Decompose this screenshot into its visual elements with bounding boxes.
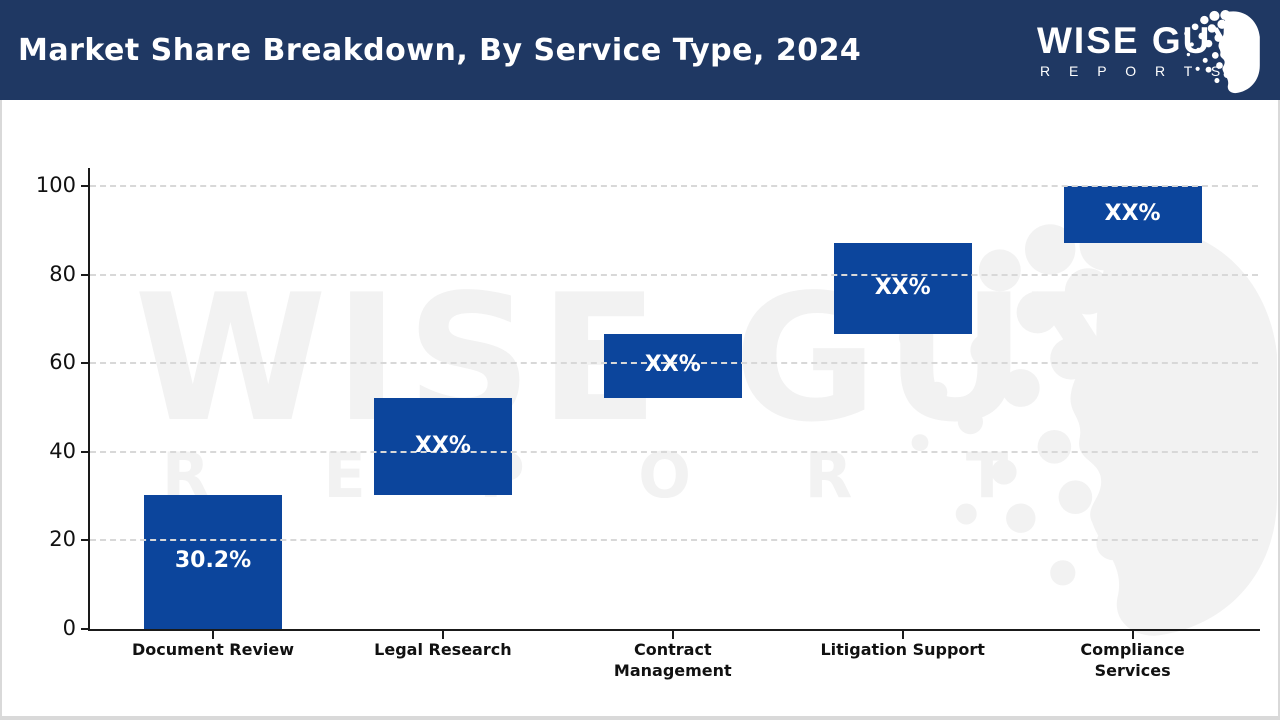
bar-value-label: XX% [414,432,471,458]
y-tick-80 [81,273,90,276]
y-tick-0 [81,628,90,630]
x-tick [901,631,904,639]
waterfall-chart: WISE GUY R E P O R T S 0 20 40 60 80 100 30.2%… [0,100,1280,720]
x-tick [1131,631,1134,639]
y-axis-line [88,168,90,631]
x-category-label: Legal Research [374,640,512,659]
x-axis-line [88,629,1260,631]
y-tick-label-60: 60 [49,350,76,375]
x-category-label: Compliance Services [1080,640,1185,680]
page-title: Market Share Breakdown, By Service Type,… [18,33,862,68]
gridline-40 [90,450,1258,453]
bar-value-label: XX% [874,274,931,300]
bar-segment [373,397,512,496]
bar-segment [1063,186,1202,244]
y-tick-label-100: 100 [35,173,76,198]
wise-guy-reports-logo: WISE GUY R E P O R T S [1021,8,1266,94]
x-category-label: Contract Management [613,640,732,680]
gridline-80 [90,273,1258,276]
x-tick [212,631,214,639]
gridline-20 [90,539,1258,542]
y-tick-label-20: 20 [49,527,76,552]
bar-segment [603,334,742,398]
bar-value-label: XX% [644,352,701,378]
x-tick [671,631,674,639]
gridline-60 [90,362,1258,365]
y-tick-label-40: 40 [49,438,76,463]
y-tick-label-80: 80 [49,261,76,286]
y-tick-60 [81,362,90,365]
gridline-100 [90,185,1258,188]
y-tick-label-0: 0 [62,616,76,640]
logo-wordmark: WISE GUY [1037,20,1239,61]
logo-subtitle: R E P O R T S [1040,63,1228,79]
header-bar: Market Share Breakdown, By Service Type,… [0,0,1280,100]
bar-value-label: 30.2% [174,548,252,574]
y-tick-20 [81,539,90,542]
footer-strip [0,716,1280,720]
watermark-head-profile [899,220,1277,636]
y-tick-40 [81,450,90,453]
x-tick [441,631,444,639]
logo-head-profile-icon [1184,10,1260,94]
y-tick-100 [81,185,90,188]
logo-text: WISE GUY R E P O R T S [1037,22,1238,79]
bar-segment [144,495,282,629]
bar-segment [833,243,972,335]
bar-value-label: XX% [1104,200,1161,226]
x-category-label: Document Review [132,640,294,659]
x-category-label: Litigation Support [820,640,985,659]
